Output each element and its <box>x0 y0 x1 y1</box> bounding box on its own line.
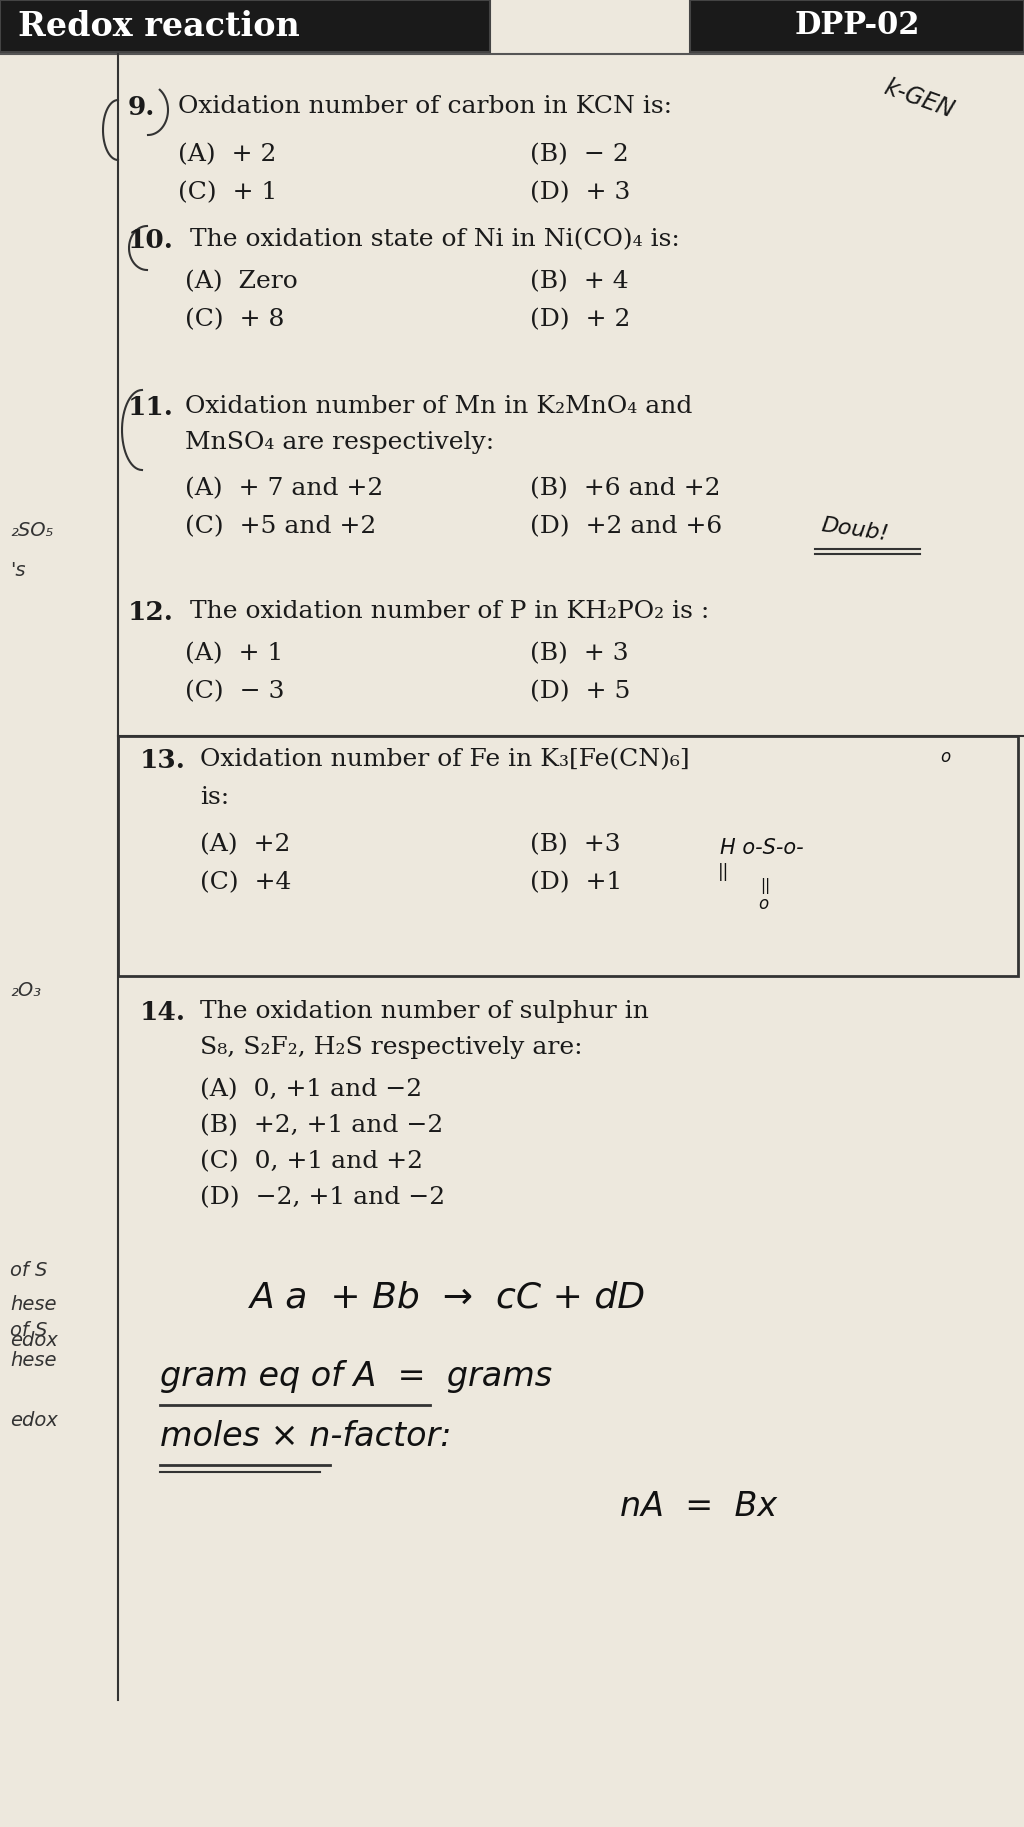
Text: 11.: 11. <box>128 395 174 420</box>
Text: (C)  +5 and +2: (C) +5 and +2 <box>185 515 376 537</box>
Text: The oxidation state of Ni in Ni(CO)₄ is:: The oxidation state of Ni in Ni(CO)₄ is: <box>190 228 680 250</box>
Text: hese: hese <box>10 1350 56 1370</box>
Text: DPP-02: DPP-02 <box>795 11 920 42</box>
Text: k-GEN: k-GEN <box>880 75 956 122</box>
Text: (D)  −2, +1 and −2: (D) −2, +1 and −2 <box>200 1186 445 1209</box>
Text: (D)  + 5: (D) + 5 <box>530 680 631 703</box>
Text: (B)  + 4: (B) + 4 <box>530 270 629 292</box>
Text: moles × n-factor:: moles × n-factor: <box>160 1420 452 1452</box>
Text: H o-S-o-: H o-S-o- <box>720 839 804 859</box>
Text: o: o <box>940 747 950 766</box>
Text: Doub!: Doub! <box>820 515 890 544</box>
Text: (C)  − 3: (C) − 3 <box>185 680 285 703</box>
Bar <box>0 0 490 51</box>
Text: (B)  +6 and +2: (B) +6 and +2 <box>530 477 721 501</box>
Text: The oxidation number of sulphur in: The oxidation number of sulphur in <box>200 999 649 1023</box>
Text: (A)  + 1: (A) + 1 <box>185 641 284 665</box>
Text: (D)  + 2: (D) + 2 <box>530 309 631 331</box>
Bar <box>690 0 1024 51</box>
Text: 's: 's <box>10 561 26 579</box>
Text: S₈, S₂F₂, H₂S respectively are:: S₈, S₂F₂, H₂S respectively are: <box>200 1036 583 1060</box>
Text: o: o <box>758 895 768 914</box>
Text: (A)  Zero: (A) Zero <box>185 270 298 292</box>
Text: MnSO₄ are respectively:: MnSO₄ are respectively: <box>185 431 495 453</box>
Text: hese: hese <box>10 1295 56 1314</box>
Text: (D)  +2 and +6: (D) +2 and +6 <box>530 515 722 537</box>
Text: (A)  0, +1 and −2: (A) 0, +1 and −2 <box>200 1078 422 1102</box>
Text: (B)  − 2: (B) − 2 <box>530 143 629 166</box>
Text: (B)  +2, +1 and −2: (B) +2, +1 and −2 <box>200 1114 443 1136</box>
Text: 12.: 12. <box>128 599 174 625</box>
Text: (A)  +2: (A) +2 <box>200 833 291 857</box>
Text: (C)  0, +1 and +2: (C) 0, +1 and +2 <box>200 1149 423 1173</box>
Text: (B)  + 3: (B) + 3 <box>530 641 629 665</box>
Text: 13.: 13. <box>140 747 186 773</box>
Text: 10.: 10. <box>128 228 174 252</box>
Text: ₂SO₅: ₂SO₅ <box>10 521 53 539</box>
Text: nA  =  Bx: nA = Bx <box>620 1491 777 1524</box>
Text: edox: edox <box>10 1330 57 1350</box>
Text: ||: || <box>718 862 729 881</box>
Bar <box>118 736 1018 976</box>
Text: 14.: 14. <box>140 999 186 1025</box>
Text: edox: edox <box>10 1410 57 1429</box>
Text: Oxidation number of Fe in K₃[Fe(CN)₆]: Oxidation number of Fe in K₃[Fe(CN)₆] <box>200 747 689 771</box>
Text: Redox reaction: Redox reaction <box>18 9 300 42</box>
Text: of S: of S <box>10 1261 47 1279</box>
Text: (C)  + 8: (C) + 8 <box>185 309 285 331</box>
Text: A a  + Bb  →  cC + dD: A a + Bb → cC + dD <box>250 1281 646 1314</box>
Text: ||: || <box>760 879 770 893</box>
Text: (D)  + 3: (D) + 3 <box>530 181 631 205</box>
Text: Oxidation number of carbon in KCN is:: Oxidation number of carbon in KCN is: <box>178 95 672 119</box>
Text: (B)  +3: (B) +3 <box>530 833 621 857</box>
Text: Oxidation number of Mn in K₂MnO₄ and: Oxidation number of Mn in K₂MnO₄ and <box>185 395 692 418</box>
Text: The oxidation number of P in KH₂PO₂ is :: The oxidation number of P in KH₂PO₂ is : <box>190 599 710 623</box>
Text: is:: is: <box>200 786 229 809</box>
Text: of S: of S <box>10 1321 47 1339</box>
Text: ₂O₃: ₂O₃ <box>10 981 41 999</box>
Text: (A)  + 2: (A) + 2 <box>178 143 276 166</box>
Text: (A)  + 7 and +2: (A) + 7 and +2 <box>185 477 383 501</box>
Text: gram eq of A  =  grams: gram eq of A = grams <box>160 1359 552 1392</box>
Text: (D)  +1: (D) +1 <box>530 871 623 893</box>
Text: 9.: 9. <box>128 95 156 121</box>
Text: (C)  + 1: (C) + 1 <box>178 181 278 205</box>
Text: (C)  +4: (C) +4 <box>200 871 292 893</box>
